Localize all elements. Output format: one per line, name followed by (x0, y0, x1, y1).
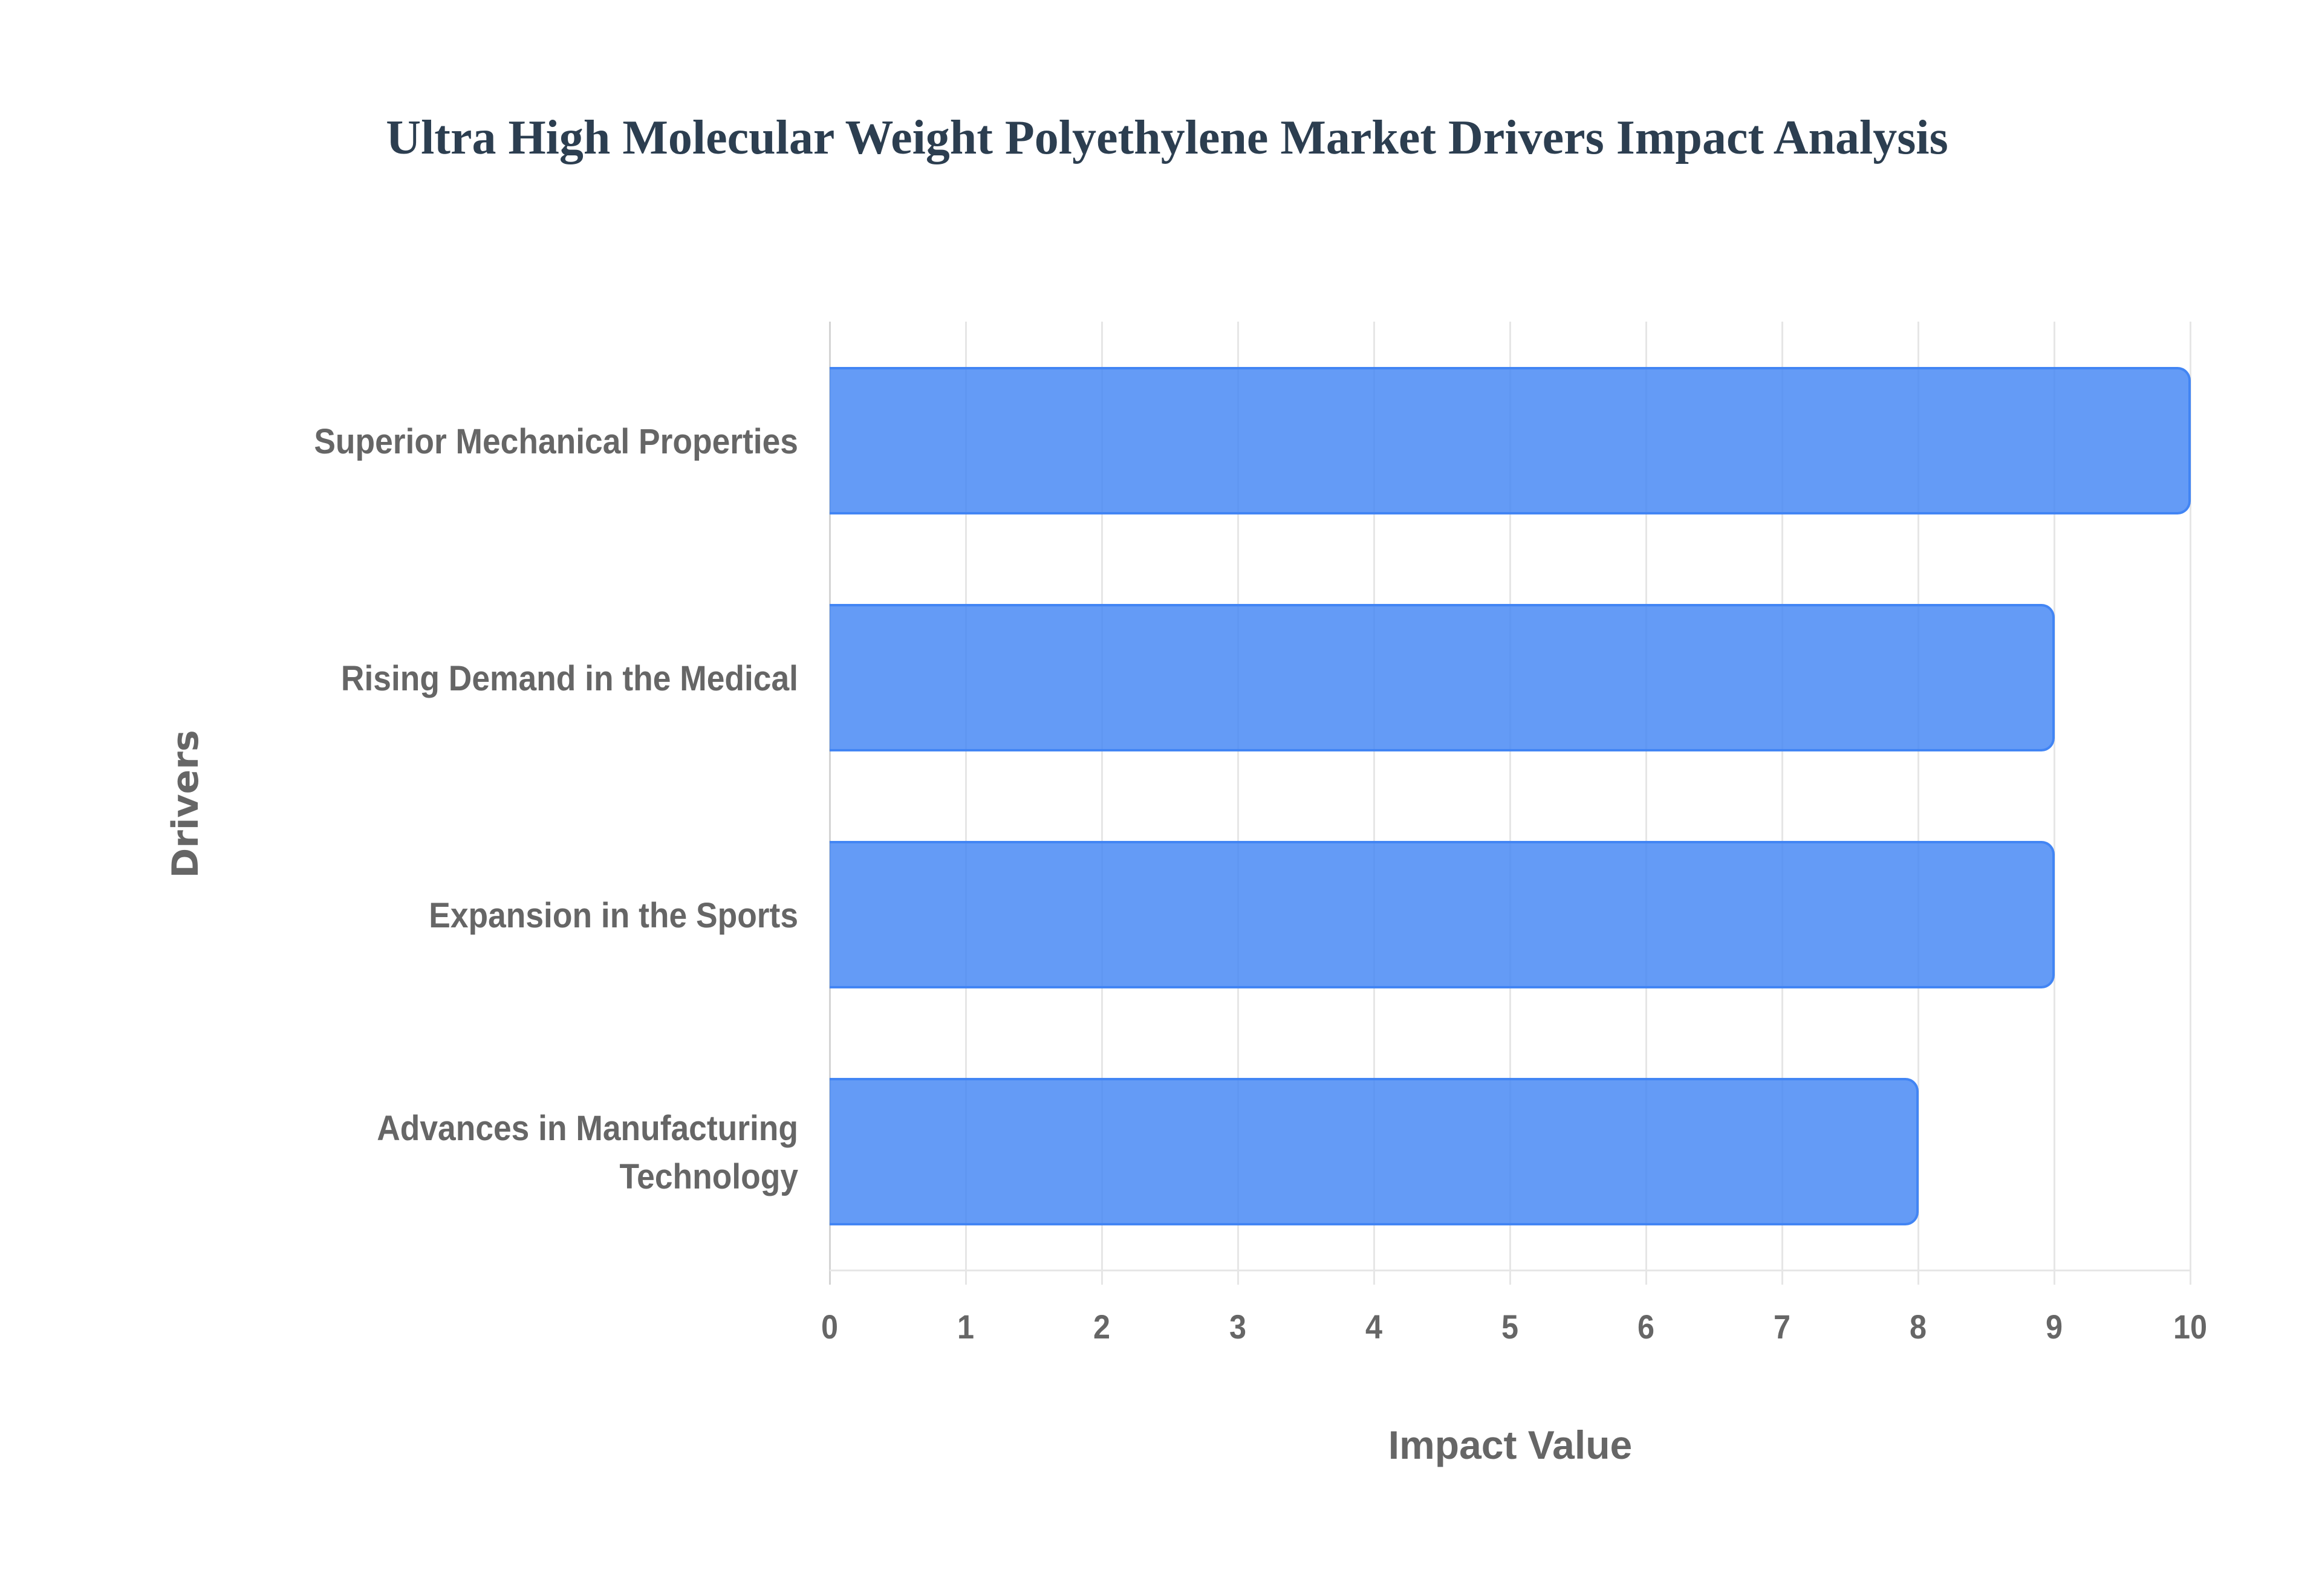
y-tick-label-line: Superior Mechanical Properties (314, 422, 798, 461)
y-tick-label: Advances in Manufacturing Technology (186, 1105, 798, 1201)
y-tick-label-line: Technology (619, 1157, 798, 1196)
bar-rising-demand-medical[interactable] (830, 604, 2055, 751)
y-axis-line (829, 322, 831, 1285)
bar-superior-mechanical-properties[interactable] (830, 367, 2191, 514)
gridline-1 (965, 322, 967, 1285)
x-tick-label: 10 (2173, 1308, 2208, 1346)
x-tick-label: 7 (1773, 1308, 1791, 1346)
x-tick-label: 0 (821, 1308, 839, 1346)
gridline-3 (1237, 322, 1239, 1285)
bar-expansion-sports[interactable] (830, 841, 2055, 988)
y-axis-title: Drivers (164, 730, 207, 878)
x-tick-label: 3 (1229, 1308, 1247, 1346)
chart-title: Ultra High Molecular Weight Polyethylene… (386, 111, 1948, 164)
gridline-5 (1509, 322, 1511, 1285)
x-tick-label: 1 (957, 1308, 975, 1346)
gridline-4 (1373, 322, 1375, 1285)
y-tick-label-line: Expansion in the Sports (429, 896, 798, 935)
x-tick-label: 2 (1093, 1308, 1111, 1346)
y-tick-label: Expansion in the Sports (186, 892, 798, 940)
x-tick-label: 6 (1637, 1308, 1655, 1346)
x-tick-label: 9 (2045, 1308, 2063, 1346)
plot-area (829, 322, 2191, 1285)
gridline-8 (1917, 322, 1919, 1285)
x-tick-label: 8 (1909, 1308, 1927, 1346)
x-tick-label: 4 (1365, 1308, 1383, 1346)
x-axis-line (830, 1270, 2191, 1271)
gridline-9 (2054, 322, 2055, 1285)
y-tick-label: Rising Demand in the Medical (186, 655, 798, 703)
gridline-10 (2190, 322, 2191, 1285)
y-tick-label-line: Advances in Manufacturing (377, 1109, 798, 1148)
gridline-6 (1645, 322, 1647, 1285)
x-axis-title: Impact Value (1388, 1422, 1633, 1467)
gridline-7 (1781, 322, 1783, 1285)
y-tick-label-line: Rising Demand in the Medical (340, 659, 798, 698)
gridline-2 (1101, 322, 1103, 1285)
x-tick-label: 5 (1501, 1308, 1519, 1346)
bar-advances-manufacturing[interactable] (830, 1078, 1919, 1225)
y-tick-label: Superior Mechanical Properties (186, 418, 798, 466)
